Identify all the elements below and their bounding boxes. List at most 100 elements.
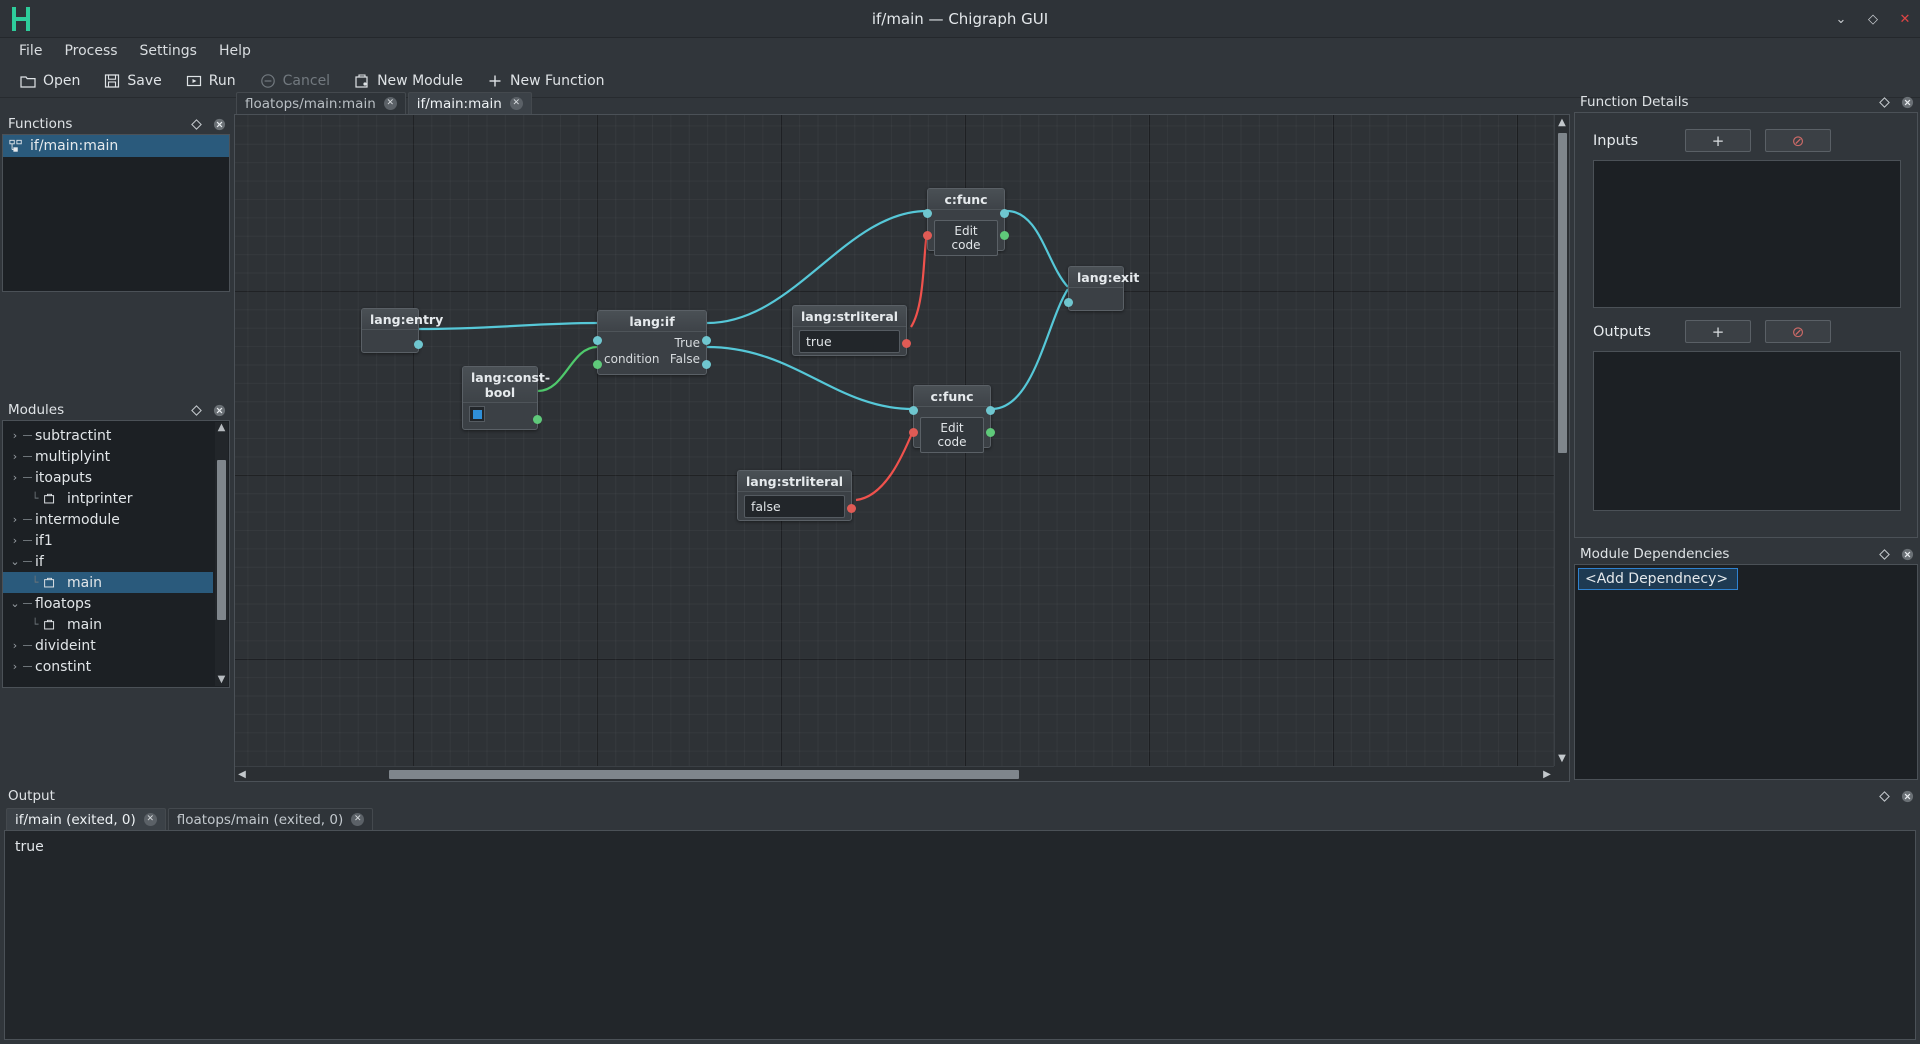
tab-close-icon[interactable]: ✕ <box>383 97 397 110</box>
functions-list[interactable]: if/main:main <box>2 134 230 292</box>
close-panel-icon[interactable] <box>213 118 226 131</box>
graph-canvas[interactable]: lang:entry lang:const-bool lang:if <box>235 115 1554 766</box>
modules-tree-row[interactable]: › multiplyint <box>3 446 229 467</box>
float-icon[interactable] <box>1878 96 1891 109</box>
strliteral-value-input[interactable]: true <box>799 330 900 353</box>
run-button[interactable]: Run <box>176 69 246 93</box>
graph-node-lang-exit[interactable]: lang:exit <box>1064 266 1139 311</box>
modules-tree-row[interactable]: › intermodule <box>3 509 229 530</box>
node-port-data-out[interactable] <box>902 339 911 348</box>
scroll-right-icon[interactable]: ▶ <box>1543 768 1551 780</box>
strliteral-value-input[interactable]: false <box>744 495 845 518</box>
node-port-exec-out[interactable] <box>986 406 995 415</box>
output-text-area[interactable]: true <box>4 830 1916 1040</box>
chevron-right-icon[interactable]: › <box>12 450 18 463</box>
close-icon[interactable]: ✕ <box>1899 11 1911 27</box>
node-port-data-out[interactable] <box>1000 231 1009 240</box>
node-port-false-out[interactable] <box>702 360 711 369</box>
chevron-down-icon[interactable]: ⌄ <box>10 555 20 568</box>
node-port-data-out[interactable] <box>986 428 995 437</box>
close-panel-icon[interactable] <box>1901 548 1914 561</box>
close-panel-icon[interactable] <box>1901 96 1914 109</box>
float-icon[interactable] <box>1878 548 1891 561</box>
modules-tree-row[interactable]: ⌄ floatops <box>3 593 229 614</box>
inputs-list[interactable] <box>1593 160 1901 308</box>
modules-tree-row[interactable]: › if1 <box>3 530 229 551</box>
save-button[interactable]: Save <box>94 69 171 93</box>
modules-tree-row[interactable]: └ main <box>3 614 229 635</box>
chevron-right-icon[interactable]: › <box>12 513 18 526</box>
modules-tree-row[interactable]: › itoaputs <box>3 467 229 488</box>
modules-tree-row[interactable]: └ intprinter <box>3 488 229 509</box>
menu-file[interactable]: File <box>19 43 43 59</box>
tab-floatops-main[interactable]: floatops/main:main ✕ <box>236 92 406 114</box>
menu-help[interactable]: Help <box>218 43 251 59</box>
float-icon[interactable] <box>190 404 203 417</box>
modules-scrollbar[interactable]: ▲ ▼ <box>215 422 228 686</box>
graph-hscroll-thumb[interactable] <box>389 770 1019 779</box>
function-list-item[interactable]: if/main:main <box>3 135 229 157</box>
modules-scroll-thumb[interactable] <box>217 460 226 620</box>
modules-tree[interactable]: › subtractint › multiplyint › itoaputs └ intpri… <box>2 420 230 688</box>
scroll-down-icon[interactable]: ▼ <box>1558 753 1566 764</box>
node-port-data-in[interactable] <box>909 428 918 437</box>
add-input-button[interactable]: + <box>1685 129 1751 152</box>
graph-vscroll-thumb[interactable] <box>1557 133 1567 453</box>
menu-settings[interactable]: Settings <box>139 43 197 59</box>
output-tab-close-icon[interactable]: ✕ <box>351 813 365 826</box>
float-icon[interactable] <box>1878 790 1891 803</box>
close-panel-icon[interactable] <box>213 404 226 417</box>
outputs-list[interactable] <box>1593 351 1901 511</box>
chevron-down-icon[interactable]: ⌄ <box>10 597 20 610</box>
node-port-exec-out[interactable] <box>414 340 423 349</box>
node-port-true-out[interactable] <box>702 336 711 345</box>
menu-process[interactable]: Process <box>64 43 118 59</box>
node-port-exec-out[interactable] <box>1000 209 1009 218</box>
minimize-icon[interactable]: ⌄ <box>1835 11 1847 27</box>
graph-node-lang-const-bool[interactable]: lang:const-bool <box>462 366 550 430</box>
chevron-right-icon[interactable]: › <box>12 429 18 442</box>
graph-node-cfunc-top[interactable]: c:func Edit code <box>923 188 1009 256</box>
graph-vertical-scrollbar[interactable]: ▲ ▼ <box>1554 115 1569 766</box>
chevron-right-icon[interactable]: › <box>12 639 18 652</box>
output-tab-close-icon[interactable]: ✕ <box>143 813 157 826</box>
edit-code-button[interactable]: Edit code <box>920 417 984 453</box>
output-tab-floatops-main[interactable]: floatops/main (exited, 0) ✕ <box>167 808 374 830</box>
modules-tree-row[interactable]: › divideint <box>3 635 229 656</box>
scroll-left-icon[interactable]: ◀ <box>238 768 246 780</box>
scroll-up-icon[interactable]: ▲ <box>217 422 226 433</box>
remove-input-button[interactable]: ⊘ <box>1765 129 1831 152</box>
graph-node-lang-entry[interactable]: lang:entry <box>361 308 443 353</box>
node-port-data-out[interactable] <box>533 415 542 424</box>
modules-tree-row[interactable]: › constint <box>3 656 229 677</box>
graph-node-lang-if[interactable]: lang:if True condition False <box>593 310 711 375</box>
output-tab-if-main[interactable]: if/main (exited, 0) ✕ <box>6 808 166 830</box>
modules-tree-row[interactable]: ⌄ if <box>3 551 229 572</box>
graph-node-strliteral-true[interactable]: lang:strliteral true <box>792 305 911 356</box>
new-function-button[interactable]: New Function <box>477 69 615 93</box>
chevron-right-icon[interactable]: › <box>12 471 18 484</box>
module-dependencies-list[interactable]: <Add Dependnecy> <box>1574 564 1918 780</box>
scroll-up-icon[interactable]: ▲ <box>1558 117 1566 128</box>
node-port-exec-in[interactable] <box>923 209 932 218</box>
close-panel-icon[interactable] <box>1901 790 1914 803</box>
graph-node-cfunc-bottom[interactable]: c:func Edit code <box>909 385 995 453</box>
add-output-button[interactable]: + <box>1685 320 1751 343</box>
graph-node-strliteral-false[interactable]: lang:strliteral false <box>737 470 856 521</box>
tab-if-main[interactable]: if/main:main ✕ <box>407 92 532 114</box>
new-module-button[interactable]: New Module <box>344 69 473 93</box>
maximize-icon[interactable]: ◇ <box>1868 11 1878 27</box>
node-port-exec-in[interactable] <box>909 406 918 415</box>
edit-code-button[interactable]: Edit code <box>934 220 998 256</box>
modules-tree-row[interactable]: › subtractint <box>3 425 229 446</box>
float-icon[interactable] <box>190 118 203 131</box>
node-port-exec-in[interactable] <box>1064 298 1073 307</box>
add-dependency-item[interactable]: <Add Dependnecy> <box>1578 568 1738 590</box>
graph-horizontal-scrollbar[interactable]: ◀ ▶ <box>235 766 1554 781</box>
modules-tree-row[interactable]: └ main <box>3 572 213 593</box>
tab-close-icon[interactable]: ✕ <box>509 97 523 110</box>
remove-output-button[interactable]: ⊘ <box>1765 320 1831 343</box>
chevron-right-icon[interactable]: › <box>12 660 18 673</box>
node-port-condition-in[interactable] <box>593 360 602 369</box>
node-port-data-in[interactable] <box>923 231 932 240</box>
